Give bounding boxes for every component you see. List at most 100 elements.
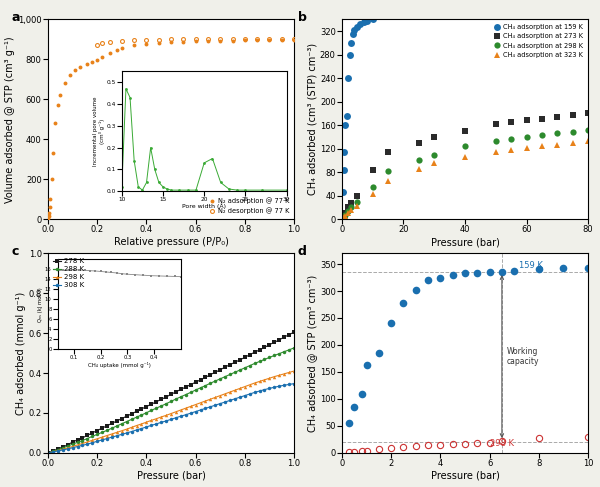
CH₄ adsorption at 298 K [584,127,592,133]
N₂ adsorption @ 77 K [67,73,74,78]
N₂ adsorption @ 77 K [204,38,212,44]
CH₄ adsorption at 323 K [554,142,561,148]
CH₄ adsorption at 323 K [431,160,438,166]
288 K [221,374,229,379]
N₂ adsorption @ 77 K [45,213,52,219]
CH₄ adsorption at 323 K [569,140,576,146]
CH₄ adsorption at 273 K [341,212,348,218]
CH₄ adsorption at 323 K [415,166,422,172]
CH₄ adsorption at 323 K [584,138,592,144]
CH₄ adsorption at 298 K [538,132,545,138]
Line: CH₄ adsorption at 323 K: CH₄ adsorption at 323 K [340,138,591,221]
N₂ adsorption @ 77 K [52,120,59,126]
Legend: CH₄ adsorption at 159 K, CH₄ adsorption at 273 K, CH₄ adsorption at 298 K, CH₄ a: CH₄ adsorption at 159 K, CH₄ adsorption … [493,23,584,59]
CH₄ adsorption at 273 K [341,210,349,216]
Y-axis label: CH₄ adsorbed @ STP (cm³ cm⁻³): CH₄ adsorbed @ STP (cm³ cm⁻³) [307,275,317,431]
CH₄ adsorption at 273 K [461,128,469,134]
298 K [221,391,229,397]
N₂ desorption @ 77 K [98,40,106,46]
N₂ adsorption @ 77 K [44,215,52,221]
CH₄ adsorption at 323 K [340,215,347,221]
298 K [123,426,130,432]
308 K [207,404,214,410]
CH₄ adsorption at 159 K [347,40,355,46]
Line: N₂ adsorption @ 77 K: N₂ adsorption @ 77 K [46,37,296,220]
N₂ adsorption @ 77 K [290,37,298,42]
N₂ desorption @ 77 K [204,37,212,42]
CH₄ adsorption at 323 K [492,149,499,154]
N₂ adsorption @ 77 K [62,80,69,86]
308 K [123,430,130,436]
308 K [98,437,106,443]
CH₄ adsorption at 298 K [344,208,352,214]
N₂ desorption @ 77 K [94,42,101,48]
308 K [118,431,125,437]
X-axis label: Relative pressure (P/P₀): Relative pressure (P/P₀) [113,237,229,247]
CH₄ adsorption at 273 K [347,200,355,206]
Text: c: c [11,245,19,258]
N₂ adsorption @ 77 K [266,37,273,43]
278 K [98,425,106,431]
CH₄ adsorption at 159 K [340,188,347,194]
N₂ adsorption @ 77 K [46,210,53,216]
278 K [286,332,293,337]
CH₄ adsorption at 273 K [385,149,392,154]
CH₄ adsorption at 273 K [344,205,352,210]
N₂ adsorption @ 77 K [89,59,96,65]
298 K [118,428,125,433]
308 K [290,381,298,387]
Y-axis label: CH₄ adsorbed (cm³ (STP) cm⁻³): CH₄ adsorbed (cm³ (STP) cm⁻³) [307,43,317,195]
N₂ adsorption @ 77 K [131,42,138,48]
CH₄ adsorption at 159 K [341,122,349,128]
Line: N₂ desorption @ 77 K: N₂ desorption @ 77 K [95,37,296,47]
CH₄ adsorption at 298 K [554,131,561,136]
CH₄ adsorption at 273 K [415,140,422,146]
N₂ adsorption @ 77 K [94,57,101,63]
N₂ desorption @ 77 K [278,37,286,42]
CH₄ adsorption at 298 K [508,136,515,142]
N₂ desorption @ 77 K [180,37,187,42]
308 K [221,399,229,405]
288 K [118,421,125,427]
Text: 298 K: 298 K [490,439,514,449]
N₂ adsorption @ 77 K [48,176,55,182]
Y-axis label: CH₄ adsorbed (mmol g⁻¹): CH₄ adsorbed (mmol g⁻¹) [16,291,26,415]
X-axis label: Pressure (bar): Pressure (bar) [431,237,499,247]
N₂ adsorption @ 77 K [192,38,199,44]
CH₄ adsorption at 273 K [554,114,561,120]
N₂ adsorption @ 77 K [84,61,91,67]
N₂ desorption @ 77 K [143,37,150,43]
278 K [44,450,52,456]
308 K [44,450,52,456]
N₂ adsorption @ 77 K [143,41,150,47]
288 K [207,380,214,386]
278 K [290,329,298,335]
N₂ adsorption @ 77 K [278,37,286,43]
Line: 288 K: 288 K [46,346,296,455]
CH₄ adsorption at 273 K [584,111,592,116]
298 K [44,450,52,456]
X-axis label: Pressure (bar): Pressure (bar) [137,471,205,481]
CH₄ adsorption at 273 K [340,215,347,221]
CH₄ adsorption at 298 K [415,157,422,163]
N₂ adsorption @ 77 K [54,102,61,108]
CH₄ adsorption at 273 K [492,121,499,127]
CH₄ adsorption at 323 K [340,216,347,222]
CH₄ adsorption at 159 K [343,113,350,119]
298 K [98,434,106,440]
N₂ desorption @ 77 K [290,37,298,42]
CH₄ adsorption at 273 K [354,193,361,199]
CH₄ adsorption at 298 K [461,143,469,149]
CH₄ adsorption at 323 K [369,191,376,197]
N₂ adsorption @ 77 K [98,55,106,60]
CH₄ adsorption at 273 K [523,117,530,123]
CH₄ adsorption at 323 K [461,154,469,160]
CH₄ adsorption at 273 K [508,119,515,125]
N₂ adsorption @ 77 K [180,39,187,45]
CH₄ adsorption at 298 K [340,216,347,222]
Text: 159 K: 159 K [519,261,543,270]
N₂ desorption @ 77 K [229,37,236,42]
CH₄ adsorption at 159 K [340,168,347,173]
CH₄ adsorption at 323 K [344,210,352,216]
CH₄ adsorption at 298 K [523,134,530,140]
